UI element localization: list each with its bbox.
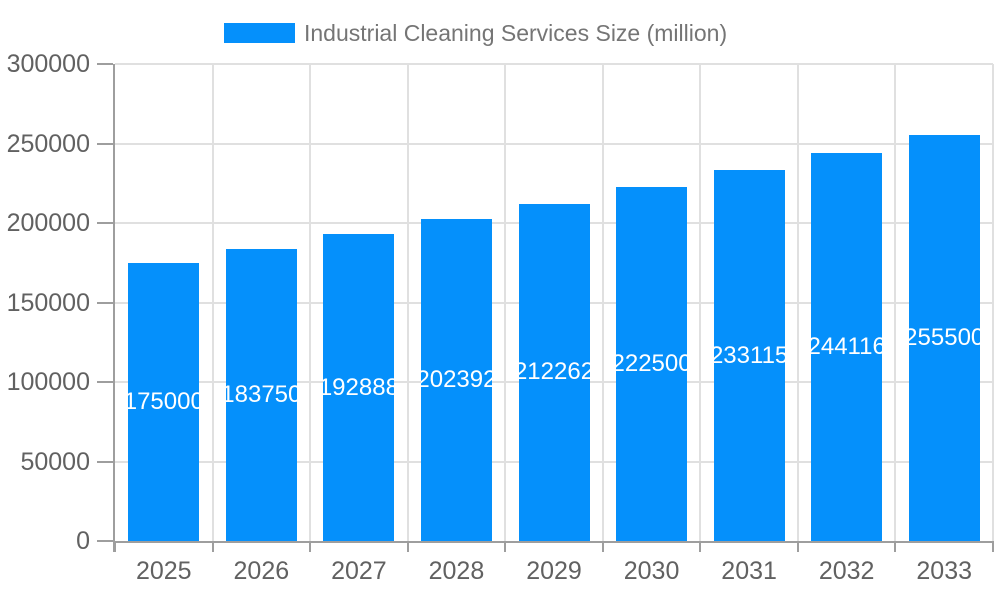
x-axis-tick-label: 2025: [135, 557, 192, 585]
bar-2025[interactable]: 175000: [128, 262, 200, 541]
gridline-vertical: [406, 64, 409, 541]
y-axis-tick: [97, 540, 113, 542]
x-axis-tick: [796, 541, 799, 552]
bar-value-label: 212262: [518, 358, 590, 386]
x-axis-tick: [699, 541, 702, 552]
bar-value-label: 233115: [713, 341, 785, 369]
gridline-vertical: [309, 64, 312, 541]
chart-legend[interactable]: Industrial Cleaning Services Size (milli…: [224, 19, 727, 47]
x-axis-tick: [114, 541, 116, 552]
x-axis-tick: [309, 541, 312, 552]
gridline-vertical: [894, 64, 897, 541]
y-axis-tick: [97, 381, 113, 383]
y-axis-tick-label: 50000: [20, 447, 90, 476]
y-axis-tick-label: 0: [76, 527, 90, 555]
bar-value-label: 183750: [225, 380, 297, 408]
y-axis-tick: [97, 301, 113, 304]
x-axis-tick-label: 2026: [233, 557, 290, 585]
gridline-horizontal: [115, 142, 993, 145]
y-axis-tick-label: 200000: [6, 209, 90, 237]
y-axis-tick: [97, 222, 113, 224]
bar-value-label: 255500: [908, 323, 980, 351]
y-axis-tick: [97, 460, 113, 463]
bar-value-label: 175000: [128, 387, 200, 415]
gridline-horizontal: [115, 63, 993, 65]
x-axis-tick-label: 2031: [721, 557, 777, 585]
bar-2026[interactable]: 183750: [225, 248, 297, 541]
x-axis-tick: [992, 541, 994, 552]
bar-2032[interactable]: 244116: [811, 152, 883, 541]
x-axis-tick: [504, 541, 507, 552]
gridline-vertical: [796, 64, 799, 541]
y-axis-tick: [97, 63, 113, 65]
y-axis-tick: [97, 142, 113, 145]
bar-2029[interactable]: 212262: [518, 203, 590, 541]
x-axis-tick-label: 2029: [526, 557, 582, 585]
x-axis-baseline: [113, 541, 993, 543]
legend-label: Industrial Cleaning Services Size (milli…: [304, 19, 728, 46]
x-axis-tick-label: 2028: [428, 557, 485, 585]
bar-value-label: 244116: [811, 332, 883, 360]
y-axis-tick-label: 100000: [6, 368, 90, 396]
x-axis-tick-label: 2030: [623, 557, 680, 585]
bar-value-label: 192888: [323, 373, 395, 401]
x-axis-tick-label: 2027: [331, 557, 387, 585]
gridline-vertical: [601, 64, 604, 541]
plot-area: 175000 183750 192888 202392 212262 222500 2331…: [7, 50, 994, 555]
bar-value-label: 222500: [616, 350, 688, 378]
bar-value-label: 202392: [420, 366, 492, 394]
gridline-vertical: [504, 64, 507, 541]
y-axis-tick-label: 300000: [6, 50, 90, 78]
gridline-vertical: [699, 64, 702, 541]
x-axis-tick: [211, 541, 214, 552]
bar-2031[interactable]: 233115: [713, 170, 785, 541]
bar-2033[interactable]: 255500: [908, 134, 980, 541]
y-axis-tick-label: 250000: [6, 129, 90, 158]
legend-swatch-icon: [224, 23, 295, 43]
x-axis-tick-label: 2032: [818, 557, 875, 585]
x-axis-tick: [406, 541, 409, 552]
bar-2027[interactable]: 192888: [323, 234, 395, 541]
x-axis-tick: [601, 541, 604, 552]
gridline-vertical: [211, 64, 214, 541]
bar-2030[interactable]: 222500: [616, 187, 688, 541]
y-axis-tick-label: 150000: [6, 288, 90, 317]
x-axis-tick-label: 2033: [916, 557, 973, 585]
gridline-vertical: [992, 64, 994, 541]
bar-2028[interactable]: 202392: [420, 219, 492, 541]
x-axis-tick: [894, 541, 897, 552]
y-axis-line: [113, 64, 115, 552]
